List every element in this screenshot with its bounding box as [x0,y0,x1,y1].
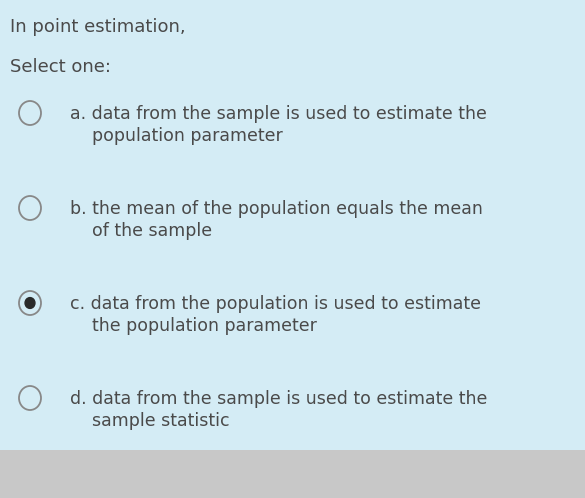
Bar [0,450,585,498]
Text: a. data from the sample is used to estimate the: a. data from the sample is used to estim… [70,105,487,123]
Text: d. data from the sample is used to estimate the: d. data from the sample is used to estim… [70,390,487,408]
Ellipse shape [19,101,41,125]
Text: In point estimation,: In point estimation, [10,18,185,36]
Ellipse shape [19,196,41,220]
Ellipse shape [19,386,41,410]
Ellipse shape [25,298,35,308]
Text: of the sample: of the sample [70,222,212,240]
Text: sample statistic: sample statistic [70,412,230,430]
Ellipse shape [19,291,41,315]
Text: b. the mean of the population equals the mean: b. the mean of the population equals the… [70,200,483,218]
Text: the population parameter: the population parameter [70,317,317,335]
Text: population parameter: population parameter [70,127,283,145]
Text: c. data from the population is used to estimate: c. data from the population is used to e… [70,295,481,313]
Text: Select one:: Select one: [10,58,111,76]
